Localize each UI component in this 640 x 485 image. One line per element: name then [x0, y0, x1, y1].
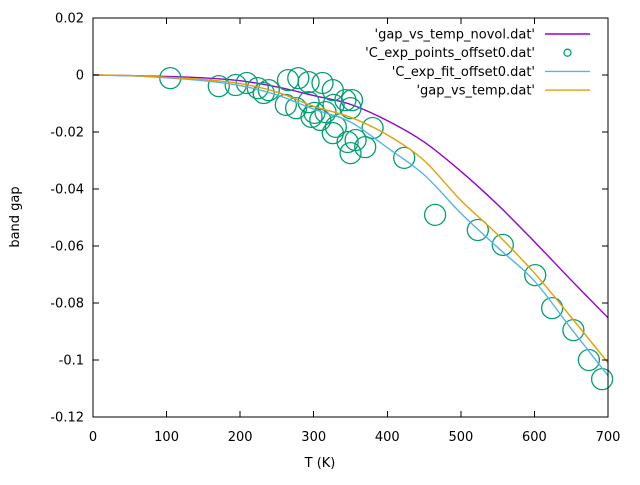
- data-point: [287, 66, 310, 90]
- data-point: [297, 90, 320, 114]
- legend: 'gap_vs_temp_novol.dat' 'C_exp_points_off…: [365, 28, 590, 99]
- data-point: [207, 74, 230, 98]
- legend-label: 'gap_vs_temp_novol.dat': [375, 28, 536, 43]
- x-tick-label: 600: [522, 430, 547, 445]
- legend-label: 'C_exp_points_offset0.dat': [365, 46, 535, 61]
- data-point: [339, 141, 362, 165]
- data-point: [491, 233, 514, 257]
- data-point: [540, 296, 564, 320]
- data-point: [393, 146, 416, 170]
- y-axis-title: band gap: [8, 186, 23, 247]
- x-tick-label: 300: [301, 430, 326, 445]
- x-axis-title: T (K): [304, 456, 336, 471]
- y-tick-label: -0.12: [50, 411, 84, 426]
- plot-series: [92, 66, 614, 391]
- legend-label: 'gap_vs_temp.dat': [416, 84, 535, 99]
- y-tick-label: -0.1: [59, 354, 84, 369]
- data-point: [300, 105, 323, 129]
- legend-point-sample: [563, 48, 572, 57]
- series-line-2: [92, 74, 609, 377]
- data-point: [334, 88, 357, 112]
- x-tick-label: 400: [375, 430, 400, 445]
- y-tick-label: 0: [76, 69, 84, 84]
- data-point: [297, 70, 320, 94]
- y-tick-label: 0.02: [55, 12, 84, 27]
- data-point: [336, 130, 359, 154]
- x-tick-label: 700: [596, 430, 621, 445]
- data-point: [274, 93, 297, 117]
- x-tick-label: 500: [448, 430, 473, 445]
- data-point: [524, 263, 547, 287]
- y-tick-label: -0.06: [50, 240, 84, 255]
- data-point: [423, 203, 447, 227]
- series-line-0: [92, 74, 609, 319]
- data-point: [354, 135, 377, 159]
- x-tick-label: 0: [89, 430, 97, 445]
- data-point: [309, 108, 332, 132]
- plot-border: [92, 17, 609, 418]
- x-tick-label: 200: [228, 430, 253, 445]
- y-tick-label: -0.08: [50, 297, 84, 312]
- axes: 0 100 200 300 400 500 600 700 0.02 0 -0.02 -0.04 -0.…: [8, 12, 620, 472]
- legend-label: 'C_exp_fit_offset0.dat': [392, 65, 535, 80]
- x-tick-label: 100: [154, 430, 179, 445]
- y-tick-label: -0.02: [50, 126, 84, 141]
- data-point: [339, 96, 362, 120]
- data-point: [577, 348, 601, 372]
- y-tick-label: -0.04: [50, 183, 84, 198]
- data-point: [246, 76, 269, 100]
- data-point: [340, 88, 364, 112]
- data-point: [466, 218, 489, 242]
- data-point: [252, 81, 275, 105]
- series-line-3: [92, 74, 609, 364]
- data-point: [361, 116, 384, 140]
